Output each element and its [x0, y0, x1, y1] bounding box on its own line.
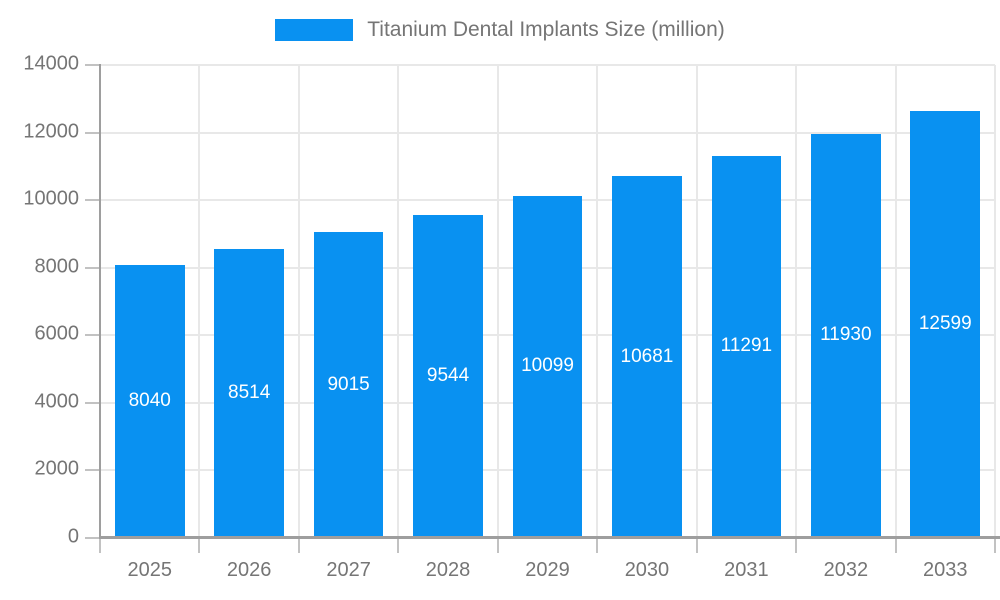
v-gridline: [994, 65, 996, 538]
y-tick-label: 4000: [34, 390, 80, 413]
bar-value-label: 10099: [521, 355, 574, 377]
y-tick-label: 12000: [23, 120, 79, 143]
bar[interactable]: 10099: [512, 195, 583, 537]
y-axis-tick: [85, 266, 100, 269]
v-gridline: [496, 65, 499, 538]
bar[interactable]: 11291: [711, 155, 782, 537]
bar[interactable]: 11930: [811, 133, 881, 537]
x-axis-tick: [496, 538, 499, 553]
bar[interactable]: 9544: [413, 214, 483, 537]
y-axis-tick: [85, 537, 100, 539]
legend-swatch: [275, 19, 354, 41]
y-axis-tick: [85, 199, 100, 202]
y-axis-tick: [85, 401, 100, 404]
y-axis-tick: [85, 334, 100, 337]
bar-value-label: 11930: [820, 324, 872, 346]
x-axis-tick: [397, 538, 400, 553]
x-tick-label: 2026: [226, 559, 272, 581]
x-axis-tick: [297, 538, 300, 553]
bar[interactable]: 8040: [114, 265, 185, 537]
bar-value-label: 10681: [620, 345, 674, 367]
bar-value-label: 8514: [228, 382, 271, 404]
bar-value-label: 12599: [918, 313, 972, 335]
x-axis-tick: [894, 538, 897, 553]
x-tick-label: 2032: [823, 559, 869, 581]
x-tick-label: 2031: [724, 559, 769, 581]
x-tick-label: 2030: [624, 559, 670, 581]
y-axis-tick: [85, 64, 100, 66]
x-axis-line: [99, 536, 1000, 539]
x-axis-tick: [99, 538, 101, 553]
x-tick-label: 2027: [326, 559, 371, 581]
x-tick-label: 2033: [923, 559, 968, 581]
v-gridline: [795, 65, 798, 538]
y-axis-tick: [85, 131, 100, 134]
y-tick-label: 10000: [23, 187, 79, 210]
x-axis-tick: [596, 538, 599, 553]
x-axis-tick: [795, 538, 798, 553]
y-tick-label: 6000: [34, 322, 80, 345]
h-gridline: [100, 131, 995, 134]
h-gridline: [100, 64, 995, 66]
bar[interactable]: 8514: [214, 249, 284, 537]
x-tick-label: 2029: [525, 559, 570, 581]
bar[interactable]: 12599: [910, 111, 981, 537]
bar-value-label: 9015: [327, 373, 370, 395]
legend: Titanium Dental Implants Size (million): [0, 18, 1000, 42]
bar-value-label: 11291: [720, 335, 773, 357]
v-gridline: [695, 65, 698, 538]
x-axis-tick: [695, 538, 698, 553]
y-tick-label: 14000: [23, 52, 79, 75]
x-axis-tick: [198, 538, 201, 553]
x-tick-label: 2025: [127, 559, 172, 581]
x-axis-tick: [994, 538, 996, 553]
v-gridline: [397, 65, 400, 538]
v-gridline: [894, 65, 897, 538]
bar-value-label: 8040: [128, 390, 171, 412]
bar[interactable]: 9015: [313, 232, 384, 537]
y-axis-line: [99, 64, 101, 539]
bar-value-label: 9544: [426, 364, 470, 386]
x-tick-label: 2028: [425, 559, 471, 581]
bar-chart-plot-area: 0 2000 4000 6000 8000 10000 12000 14000 8040 2025…: [23, 53, 1000, 581]
legend-label: Titanium Dental Implants Size (million): [367, 18, 725, 41]
v-gridline: [198, 65, 201, 538]
y-tick-label: 0: [67, 525, 79, 548]
v-gridline: [596, 65, 599, 538]
y-tick-label: 8000: [34, 255, 80, 278]
y-axis-tick: [85, 469, 100, 472]
bar[interactable]: 10681: [612, 176, 682, 537]
v-gridline: [297, 65, 300, 538]
y-tick-label: 2000: [34, 458, 80, 481]
legend-item[interactable]: Titanium Dental Implants Size (million): [275, 18, 725, 42]
